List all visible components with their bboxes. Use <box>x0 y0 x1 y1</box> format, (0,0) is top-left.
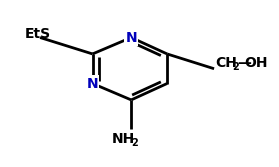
Text: OH: OH <box>244 56 267 70</box>
Text: 2: 2 <box>232 62 239 72</box>
Text: N: N <box>125 31 137 45</box>
Text: NH: NH <box>112 132 135 145</box>
Text: 2: 2 <box>131 138 138 148</box>
Text: EtS: EtS <box>25 27 51 41</box>
Text: —: — <box>237 56 251 70</box>
Text: N: N <box>87 76 98 91</box>
Text: CH: CH <box>215 56 237 70</box>
